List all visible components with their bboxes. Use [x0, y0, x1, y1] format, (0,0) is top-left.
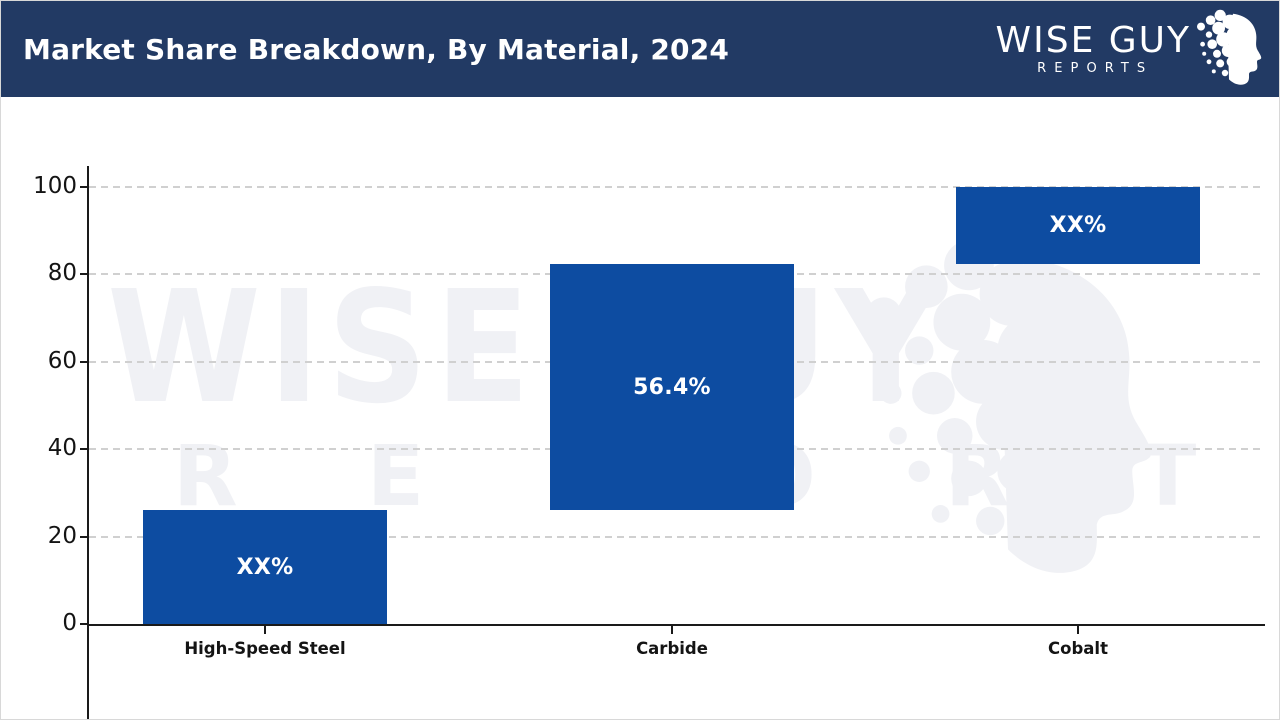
x-axis-line: [87, 624, 1265, 626]
gridline-100: [89, 186, 1263, 188]
y-axis-line: [87, 166, 89, 719]
chart-title: Market Share Breakdown, By Material, 202…: [23, 32, 730, 66]
bar-value-label: XX%: [236, 554, 294, 580]
bar-high-speed-steel: XX%: [143, 510, 387, 624]
y-tick-label-0: 0: [62, 610, 77, 636]
x-tick-1: [671, 626, 673, 634]
bar-value-label: XX%: [1049, 212, 1107, 238]
header-bar: Market Share Breakdown, By Material, 202…: [1, 1, 1279, 97]
bar-carbide: 56.4%: [550, 263, 794, 511]
logo-reports-text: REPORTS: [1037, 61, 1154, 77]
x-tick-label-2: Cobalt: [1048, 639, 1108, 658]
y-tick-label-100: 100: [33, 173, 77, 199]
x-tick-0: [264, 626, 266, 634]
logo-wise-guy-text: WISE GUY: [995, 19, 1191, 61]
logo-text: WISE GUY REPORTS: [995, 19, 1192, 77]
x-tick-label-1: Carbide: [636, 639, 708, 658]
bar-value-label: 56.4%: [633, 374, 711, 400]
y-tick-20: [80, 535, 89, 538]
watermark-head-icon: [866, 240, 1151, 573]
y-tick-label-40: 40: [47, 435, 77, 462]
y-tick-80: [80, 273, 89, 276]
y-tick-40: [80, 448, 89, 451]
y-tick-0: [80, 623, 89, 625]
y-tick-label-20: 20: [47, 522, 77, 549]
y-tick-100: [80, 186, 89, 188]
bar-cobalt: XX%: [956, 187, 1200, 264]
wise-guy-logo: WISE GUY REPORTS: [996, 9, 1266, 89]
wise-guy-head-icon: [1197, 9, 1262, 85]
chart-canvas: WISE GUY R E P O R T S 020406080100XX%Hi…: [1, 97, 1279, 719]
watermark-wise-guy-text: WISE GUY: [107, 257, 944, 438]
x-tick-label-0: High-Speed Steel: [184, 639, 346, 658]
y-tick-label-80: 80: [47, 260, 77, 287]
x-tick-2: [1077, 626, 1079, 634]
gridline-20: [89, 535, 1263, 538]
y-tick-60: [80, 360, 89, 363]
y-tick-label-60: 60: [47, 347, 77, 374]
